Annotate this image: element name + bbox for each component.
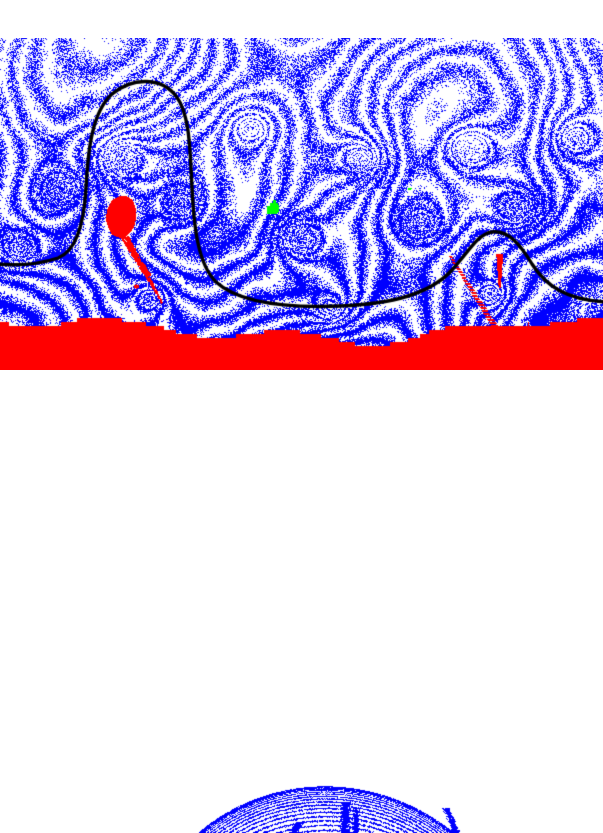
rectangular-projection-panel (0, 38, 603, 370)
three-d-field-canvas (0, 390, 603, 833)
three-dimensional-lobed-surface-panel (0, 390, 603, 833)
map-field-canvas (0, 38, 603, 370)
